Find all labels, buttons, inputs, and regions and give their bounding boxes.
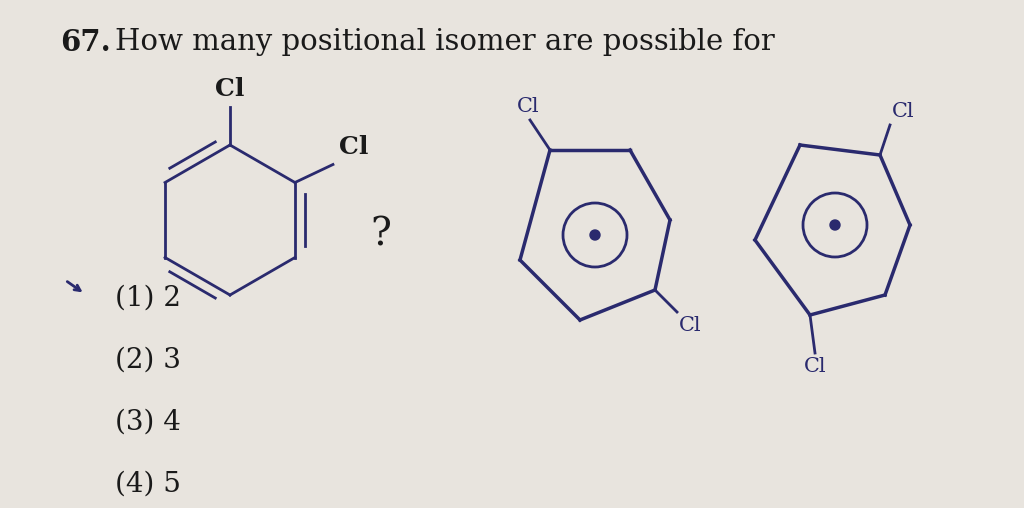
Text: 67.: 67.: [60, 28, 111, 57]
Text: Cl: Cl: [339, 135, 369, 158]
Text: (4) 5: (4) 5: [115, 471, 181, 498]
Text: Cl: Cl: [517, 97, 540, 116]
Text: Cl: Cl: [215, 77, 245, 101]
Text: ?: ?: [370, 216, 391, 253]
Circle shape: [590, 230, 600, 240]
Text: Cl: Cl: [892, 102, 914, 121]
Circle shape: [830, 220, 840, 230]
Text: (1) 2: (1) 2: [115, 285, 181, 312]
Text: Cl: Cl: [804, 357, 826, 376]
Text: (3) 4: (3) 4: [115, 409, 181, 436]
Text: (2) 3: (2) 3: [115, 347, 181, 374]
Text: Cl: Cl: [679, 316, 701, 335]
Text: How many positional isomer are possible for: How many positional isomer are possible …: [115, 28, 775, 56]
